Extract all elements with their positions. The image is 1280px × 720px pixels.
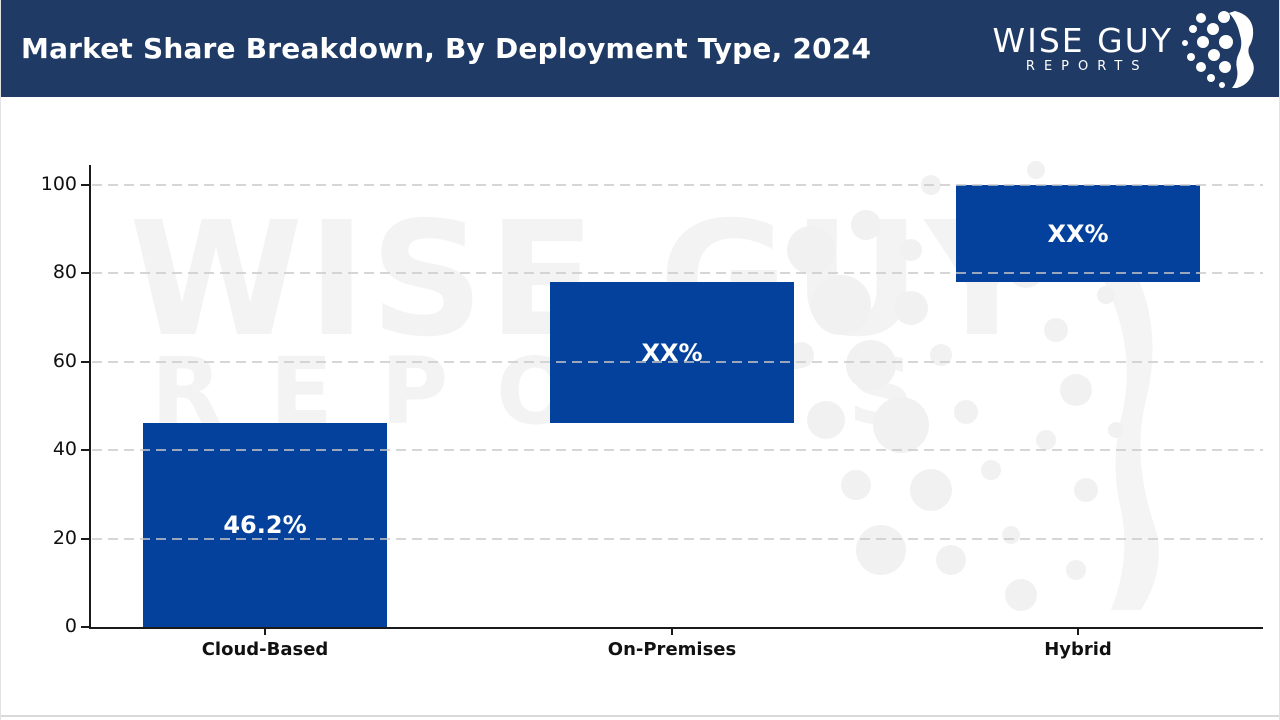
bar-cloud-based: 46.2% [143,422,387,627]
x-axis-line [89,627,1263,629]
y-axis-line [89,165,91,629]
y-tick-label-80: 80 [52,261,77,284]
bar-value-label: XX% [1047,219,1109,248]
header: Market Share Breakdown, By Deployment Ty… [1,0,1279,97]
gridline-100 [92,184,1263,186]
logo-face-icon [1182,10,1254,88]
y-tick-label-40: 40 [52,438,77,461]
y-tick-label-60: 60 [52,349,77,372]
page-title: Market Share Breakdown, By Deployment Ty… [21,32,872,65]
x-category-label-2: Hybrid [1044,639,1112,660]
y-tick-0 [81,626,90,628]
wise-guy-logo: WISE GUY REPORTS [992,9,1263,89]
logo-name: WISE GUY [992,21,1173,60]
y-tick-100 [81,184,90,186]
logo-subtitle: REPORTS [1025,59,1149,74]
y-tick-20 [81,537,90,540]
x-category-label-1: On-Premises [607,639,737,660]
bar-hybrid: XX% [956,185,1200,283]
gridline-40 [92,449,1263,452]
plot-area: 46.2% XX% XX% 0 20 40 60 80 100 Cloud-Based On-Pre… [1,97,1279,720]
gridline-20 [92,537,1263,540]
x-tick-2 [1077,629,1079,635]
y-tick-80 [81,272,90,275]
gridline-60 [92,360,1263,363]
x-tick-0 [264,629,266,635]
bottom-border [1,715,1279,717]
y-tick-40 [81,449,90,452]
y-tick-label-20: 20 [52,526,77,549]
y-tick-label-0: 0 [64,615,77,637]
gridline-80 [92,272,1263,275]
x-category-label-0: Cloud-Based [201,639,329,660]
x-tick-1 [671,629,673,635]
y-tick-label-100: 100 [40,173,77,195]
bar-value-label: 46.2% [223,510,307,539]
y-tick-60 [81,360,90,363]
bar-on-premises: XX% [550,282,794,423]
